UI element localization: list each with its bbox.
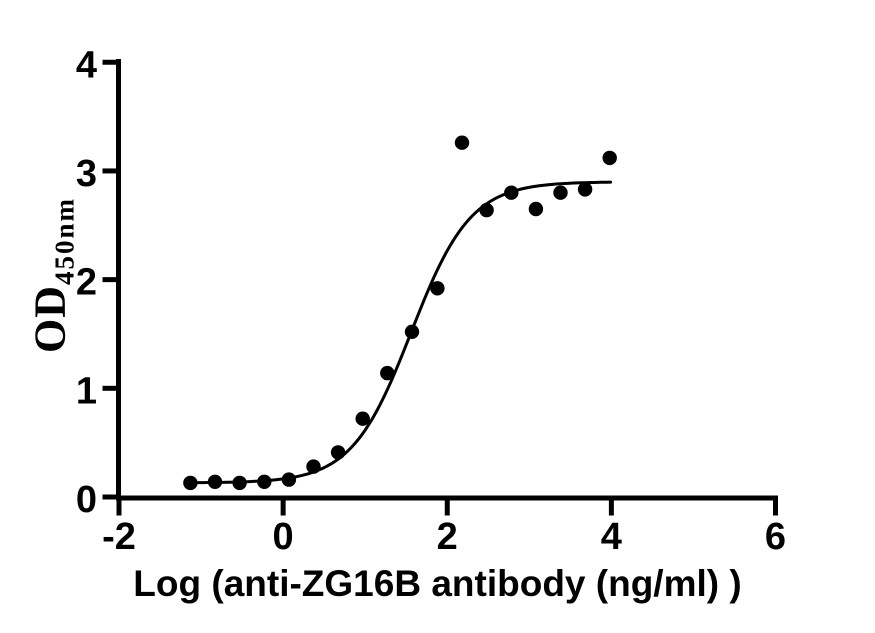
- y-axis-title: OD450nm: [25, 197, 80, 354]
- data-point: [553, 185, 568, 200]
- data-point: [257, 474, 272, 489]
- data-point: [479, 202, 494, 218]
- x-tick-label: -2: [102, 516, 136, 558]
- y-tick-label: 0: [76, 479, 97, 521]
- data-point: [207, 474, 223, 489]
- y-tick-label: 1: [76, 370, 97, 412]
- x-tick-label: 6: [765, 516, 786, 558]
- fit-curve: [188, 180, 613, 485]
- curve-layer: [188, 180, 613, 485]
- data-point: [355, 411, 370, 426]
- data-point: [330, 445, 346, 460]
- y-axis-title-main: OD: [25, 285, 75, 354]
- y-tick-label: 4: [76, 44, 97, 86]
- y-tick-label: 2: [76, 262, 97, 304]
- data-point: [577, 182, 593, 197]
- x-tick-label: 4: [601, 516, 622, 558]
- data-point: [404, 324, 420, 339]
- point-layer: [183, 135, 617, 491]
- data-point: [430, 281, 445, 296]
- data-point: [232, 475, 247, 491]
- y-axis-title-subscript: 450nm: [49, 196, 80, 286]
- x-axis-title: Log (anti-ZG16B antibody (ng/ml) ): [133, 563, 742, 604]
- axes-layer: [116, 59, 778, 501]
- data-point: [528, 201, 544, 217]
- x-tick-label: 0: [273, 516, 294, 558]
- data-point: [183, 475, 198, 491]
- y-tick-label: 3: [76, 153, 97, 195]
- data-point: [306, 459, 321, 474]
- data-point: [454, 135, 470, 150]
- data-point: [281, 472, 297, 487]
- data-point: [380, 365, 395, 381]
- data-point: [602, 150, 617, 166]
- data-point: [504, 185, 519, 200]
- x-tick-label: 2: [437, 516, 458, 558]
